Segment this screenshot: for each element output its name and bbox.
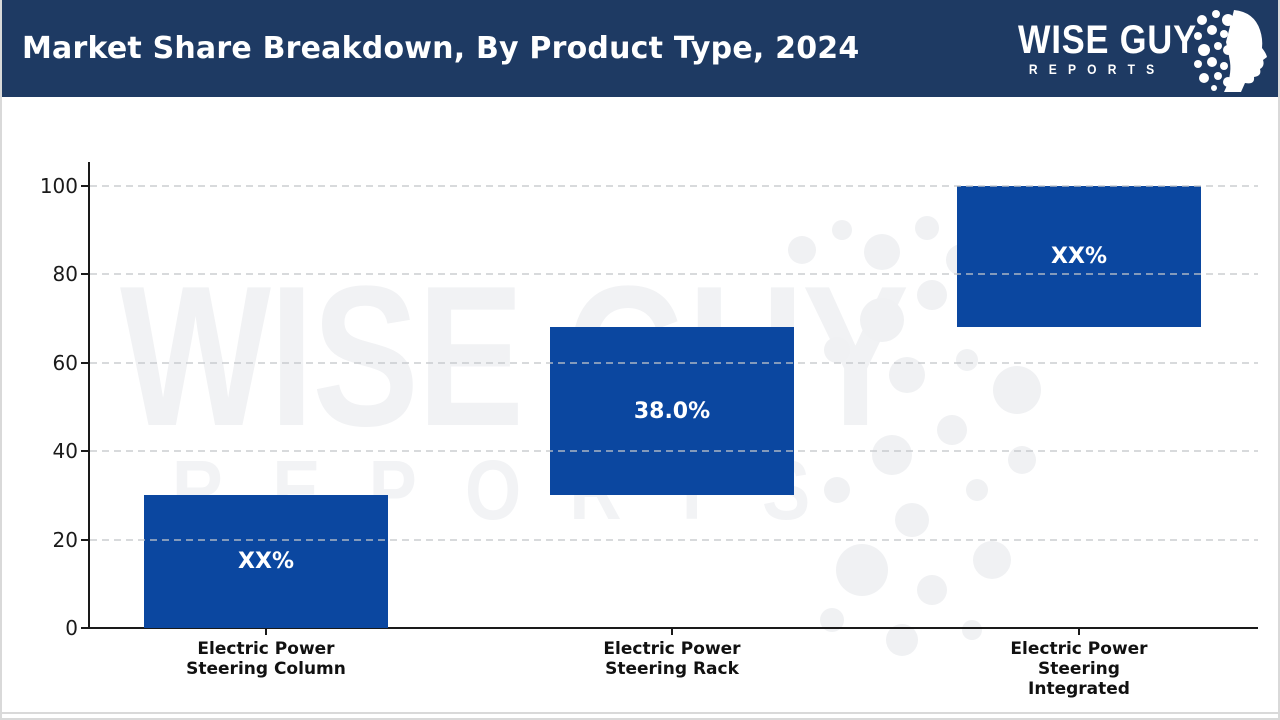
y-tick-mark (81, 450, 89, 453)
header-band: Market Share Breakdown, By Product Type,… (2, 0, 1278, 97)
gridline (90, 361, 1258, 364)
y-tick-mark (81, 273, 89, 276)
logo-text: WISE GUY REPORTS (1018, 18, 1197, 78)
bar-value-label: 38.0% (633, 398, 711, 424)
y-tick-mark (81, 361, 89, 364)
gridline (90, 450, 1258, 453)
y-tick-mark (81, 185, 89, 187)
page-title: Market Share Breakdown, By Product Type,… (22, 31, 860, 66)
gridline (90, 273, 1258, 276)
x-tick-mark (671, 629, 673, 635)
x-category-label-line: Steering Rack (605, 659, 739, 679)
y-tick-label: 80 (52, 262, 78, 287)
x-tick-mark (265, 629, 267, 635)
bar-value-label: XX% (1051, 244, 1107, 270)
y-tick-label: 40 (52, 439, 78, 464)
x-category-label-line: Electric Power (197, 639, 335, 659)
y-tick-mark (81, 538, 89, 541)
y-tick-label: 20 (52, 527, 78, 552)
bar-segment: XX% (957, 186, 1201, 328)
x-category-label-line: Integrated (1028, 679, 1130, 699)
y-tick-mark (81, 627, 89, 629)
logo-wiseguy-label: WISE GUY (1018, 18, 1197, 62)
x-category-label: Electric Power Steering Column (96, 639, 436, 679)
footer-divider (2, 712, 1278, 714)
gridline (90, 185, 1258, 187)
bar-value-label: XX% (238, 549, 294, 575)
logo-face-icon (1194, 10, 1267, 92)
bar-segment: XX% (144, 495, 388, 628)
x-category-label: Electric Power Steering Rack (502, 639, 842, 679)
x-axis-line (88, 627, 1258, 629)
watermark-face-dots (788, 216, 1047, 656)
x-category-label-line: Steering Column (186, 659, 346, 679)
bar-segment: 38.0% (550, 327, 794, 496)
x-category-label-line: Electric Power (1010, 639, 1148, 659)
logo-reports-label: REPORTS (1028, 61, 1166, 77)
x-category-label: Electric Power Steering Integrated (909, 639, 1249, 699)
x-tick-mark (1078, 629, 1080, 635)
y-tick-label: 60 (52, 350, 78, 375)
x-category-label-line: Electric Power (603, 639, 741, 659)
wise-guy-reports-logo: WISE GUY REPORTS (1018, 6, 1268, 92)
gridline (90, 538, 1258, 541)
y-tick-label: 100 (39, 174, 78, 198)
y-tick-label: 0 (65, 616, 78, 640)
y-axis-line (88, 162, 90, 628)
x-category-label-line: Steering (1038, 659, 1120, 679)
